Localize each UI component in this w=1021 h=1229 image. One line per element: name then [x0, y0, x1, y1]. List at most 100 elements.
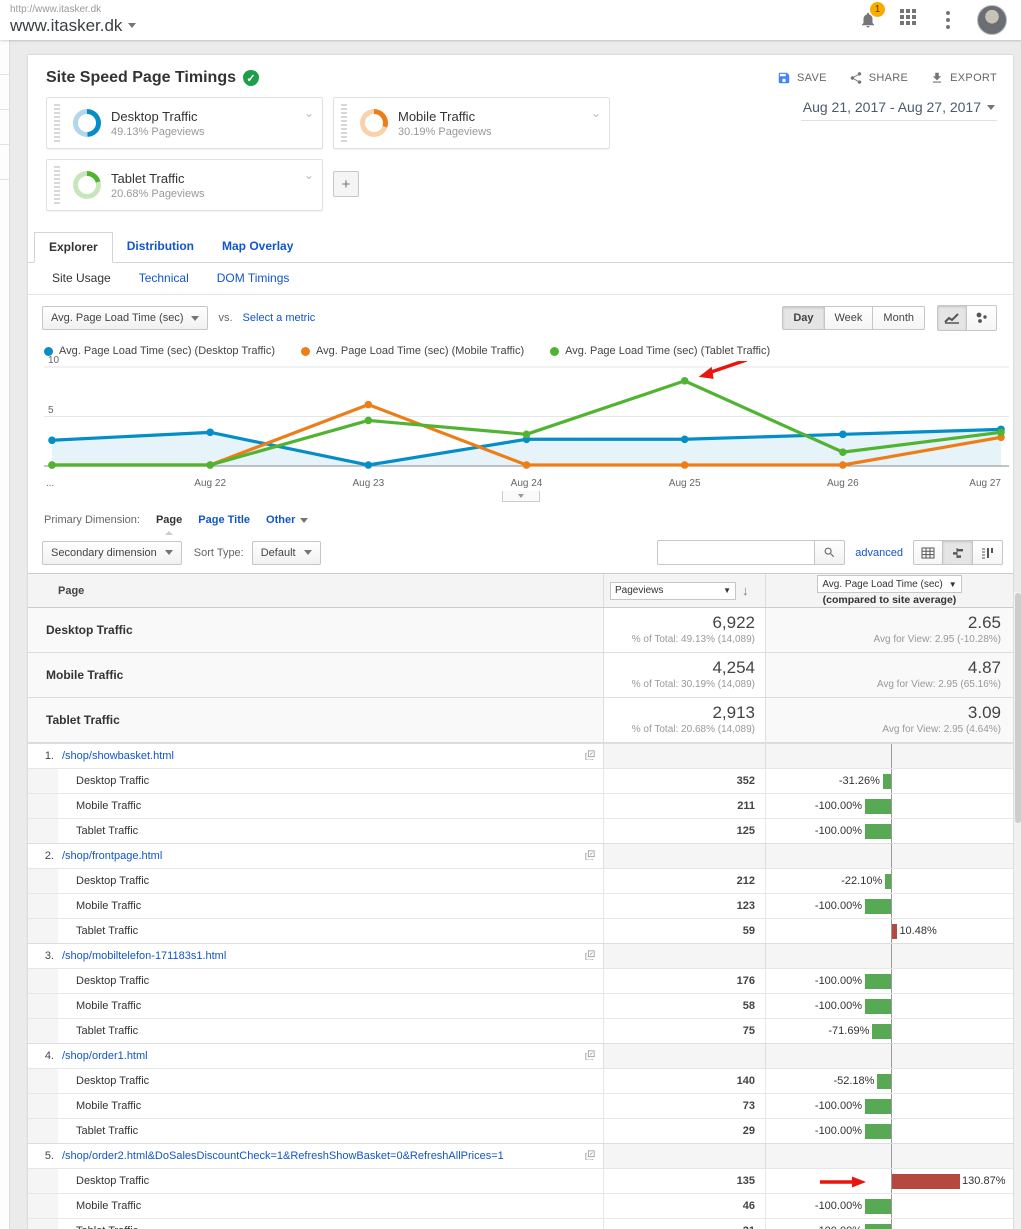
page-cell: /shop/showbasket.html [58, 744, 603, 768]
chart-collapse-tab[interactable] [501, 491, 540, 502]
share-button[interactable]: SHARE [849, 71, 908, 85]
delta-axis-line [891, 1169, 892, 1193]
account-name: www.itasker.dk [10, 15, 123, 35]
subtab-technical[interactable]: Technical [138, 271, 189, 285]
legend-dot-icon [550, 346, 560, 356]
delta-axis-line [891, 1144, 892, 1168]
account-selector[interactable]: http://www.itasker.dk www.itasker.dk [10, 4, 137, 35]
index-column-header [28, 574, 58, 607]
tab-explorer[interactable]: Explorer [34, 232, 113, 263]
pageviews-metric-select[interactable]: Pageviews ▼ [610, 581, 736, 600]
page-url-link[interactable]: /shop/order1.html [62, 1050, 148, 1062]
row-index-empty [28, 1219, 58, 1229]
sort-type-select[interactable]: Default [251, 540, 321, 565]
pageviews-value: 2,913 [712, 703, 755, 722]
delta-axis-line [891, 1219, 892, 1229]
dimension-option-page[interactable]: Page [148, 514, 190, 535]
save-icon [778, 72, 790, 84]
pivot-view-button[interactable] [973, 540, 1003, 565]
secondary-dimension-select[interactable]: Secondary dimension [42, 540, 182, 565]
delta-bar [865, 999, 891, 1014]
delta-cell: 10.48% [765, 919, 1013, 943]
delta-bar [865, 824, 891, 839]
tab-distribution[interactable]: Distribution [126, 239, 195, 253]
delta-cell: -100.00% [765, 969, 1013, 993]
page-cell: /shop/mobiltelefon-171183s1.html [58, 944, 603, 968]
chevron-down-icon[interactable]: ⌄ [590, 106, 601, 120]
tab-map-overlay[interactable]: Map Overlay [222, 239, 294, 253]
granularity-week-button[interactable]: Week [824, 306, 874, 330]
workspace: Site Speed Page Timings ✓ SAVE SHARE [0, 40, 1021, 1229]
motion-chart-view-button[interactable] [967, 305, 997, 331]
granularity-day-button[interactable]: Day [782, 306, 825, 330]
table-subrow-tablet-traffic: Tablet Traffic 29 -100.00% [28, 1118, 1013, 1143]
table-row: 2. /shop/frontpage.html [28, 843, 1013, 868]
save-button[interactable]: SAVE [777, 71, 827, 85]
export-button[interactable]: EXPORT [930, 71, 997, 85]
segment-row-label: Tablet Traffic [76, 1025, 139, 1037]
row-index-empty [28, 869, 58, 893]
segment-row-label: Mobile Traffic [76, 1100, 142, 1112]
report-tabs: Explorer Distribution Map Overlay [28, 231, 1013, 263]
open-in-new-icon[interactable] [585, 749, 595, 763]
sort-descending-icon[interactable]: ↓ [742, 583, 749, 598]
notifications-button[interactable]: 1 [857, 2, 885, 31]
x-axis-tick: Aug 23 [352, 478, 385, 489]
page-url-link[interactable]: /shop/order2.html&DoSalesDiscountCheck=1… [62, 1150, 504, 1162]
open-in-new-icon[interactable] [585, 1149, 595, 1163]
subtab-dom-timings[interactable]: DOM Timings [216, 271, 290, 285]
granularity-month-button[interactable]: Month [873, 306, 925, 330]
chevron-down-icon[interactable]: ⌄ [303, 168, 314, 182]
page-url-link[interactable]: /shop/frontpage.html [62, 850, 163, 862]
dimension-option-other[interactable]: Other [258, 514, 316, 526]
metric-select[interactable]: Avg. Page Load Time (sec) [42, 306, 209, 330]
open-in-new-icon[interactable] [585, 1049, 595, 1063]
delta-axis-line [891, 1094, 892, 1118]
page-url-link[interactable]: /shop/mobiltelefon-171183s1.html [62, 950, 227, 962]
vs-label: vs. [218, 312, 233, 324]
delta-axis-line [891, 1019, 892, 1043]
open-in-new-icon[interactable] [585, 949, 595, 963]
segment-card-mobile-traffic[interactable]: Mobile Traffic 30.19% Pageviews ⌄ [333, 97, 610, 149]
dimension-option-page-title[interactable]: Page Title [198, 514, 251, 526]
page-column-header: Page [58, 584, 85, 597]
select-a-metric-link[interactable]: Select a metric [242, 312, 316, 324]
open-in-new-icon[interactable] [585, 849, 595, 863]
segment-card-tablet-traffic[interactable]: Tablet Traffic 20.68% Pageviews ⌄ [46, 159, 323, 211]
delta-label: -100.00% [814, 800, 862, 812]
delta-axis-line [891, 744, 892, 768]
load-time-metric-select[interactable]: Avg. Page Load Time (sec) ▼ [817, 575, 962, 593]
download-icon [933, 72, 942, 83]
scrollbar-thumb[interactable] [1014, 593, 1021, 823]
table-subrow-desktop-traffic: Desktop Traffic 135 130.87% [28, 1168, 1013, 1193]
line-chart-view-button[interactable] [937, 305, 967, 331]
page-url-link[interactable]: /shop/showbasket.html [62, 750, 174, 762]
delta-cell: -31.26% [765, 769, 1013, 793]
overflow-menu-button[interactable] [937, 9, 959, 31]
row-index-empty [28, 769, 58, 793]
row-index-empty [28, 1194, 58, 1218]
pageviews-value: 212 [603, 869, 765, 893]
collapsed-sidebar[interactable] [0, 40, 10, 1229]
apps-grid-button[interactable] [897, 9, 919, 31]
add-segment-button[interactable]: + [333, 171, 359, 197]
advanced-search-link[interactable]: advanced [855, 546, 903, 559]
subtab-site-usage[interactable]: Site Usage [52, 271, 111, 285]
table-row: 5. /shop/order2.html&DoSalesDiscountCheck… [28, 1143, 1013, 1168]
table-search-input[interactable] [657, 540, 816, 565]
row-index-empty [28, 894, 58, 918]
comparison-view-button[interactable] [943, 540, 973, 565]
chevron-down-icon[interactable]: ⌄ [303, 106, 314, 120]
avatar[interactable] [977, 5, 1007, 35]
vertical-scrollbar[interactable] [1013, 592, 1021, 1229]
legend-label: Avg. Page Load Time (sec) (Mobile Traffi… [316, 345, 525, 357]
date-range-selector[interactable]: Aug 21, 2017 - Aug 27, 2017 [800, 97, 997, 121]
pageviews-value: 125 [603, 819, 765, 843]
metric-subtext: Avg for View: 2.95 (-10.28%) [873, 634, 1001, 645]
row-index-empty [28, 1169, 58, 1193]
segment-card-desktop-traffic[interactable]: Desktop Traffic 49.13% Pageviews ⌄ [46, 97, 323, 149]
delta-axis-line [891, 794, 892, 818]
data-table-view-button[interactable] [913, 540, 943, 565]
search-button[interactable] [815, 540, 846, 565]
delta-label: -100.00% [814, 825, 862, 837]
